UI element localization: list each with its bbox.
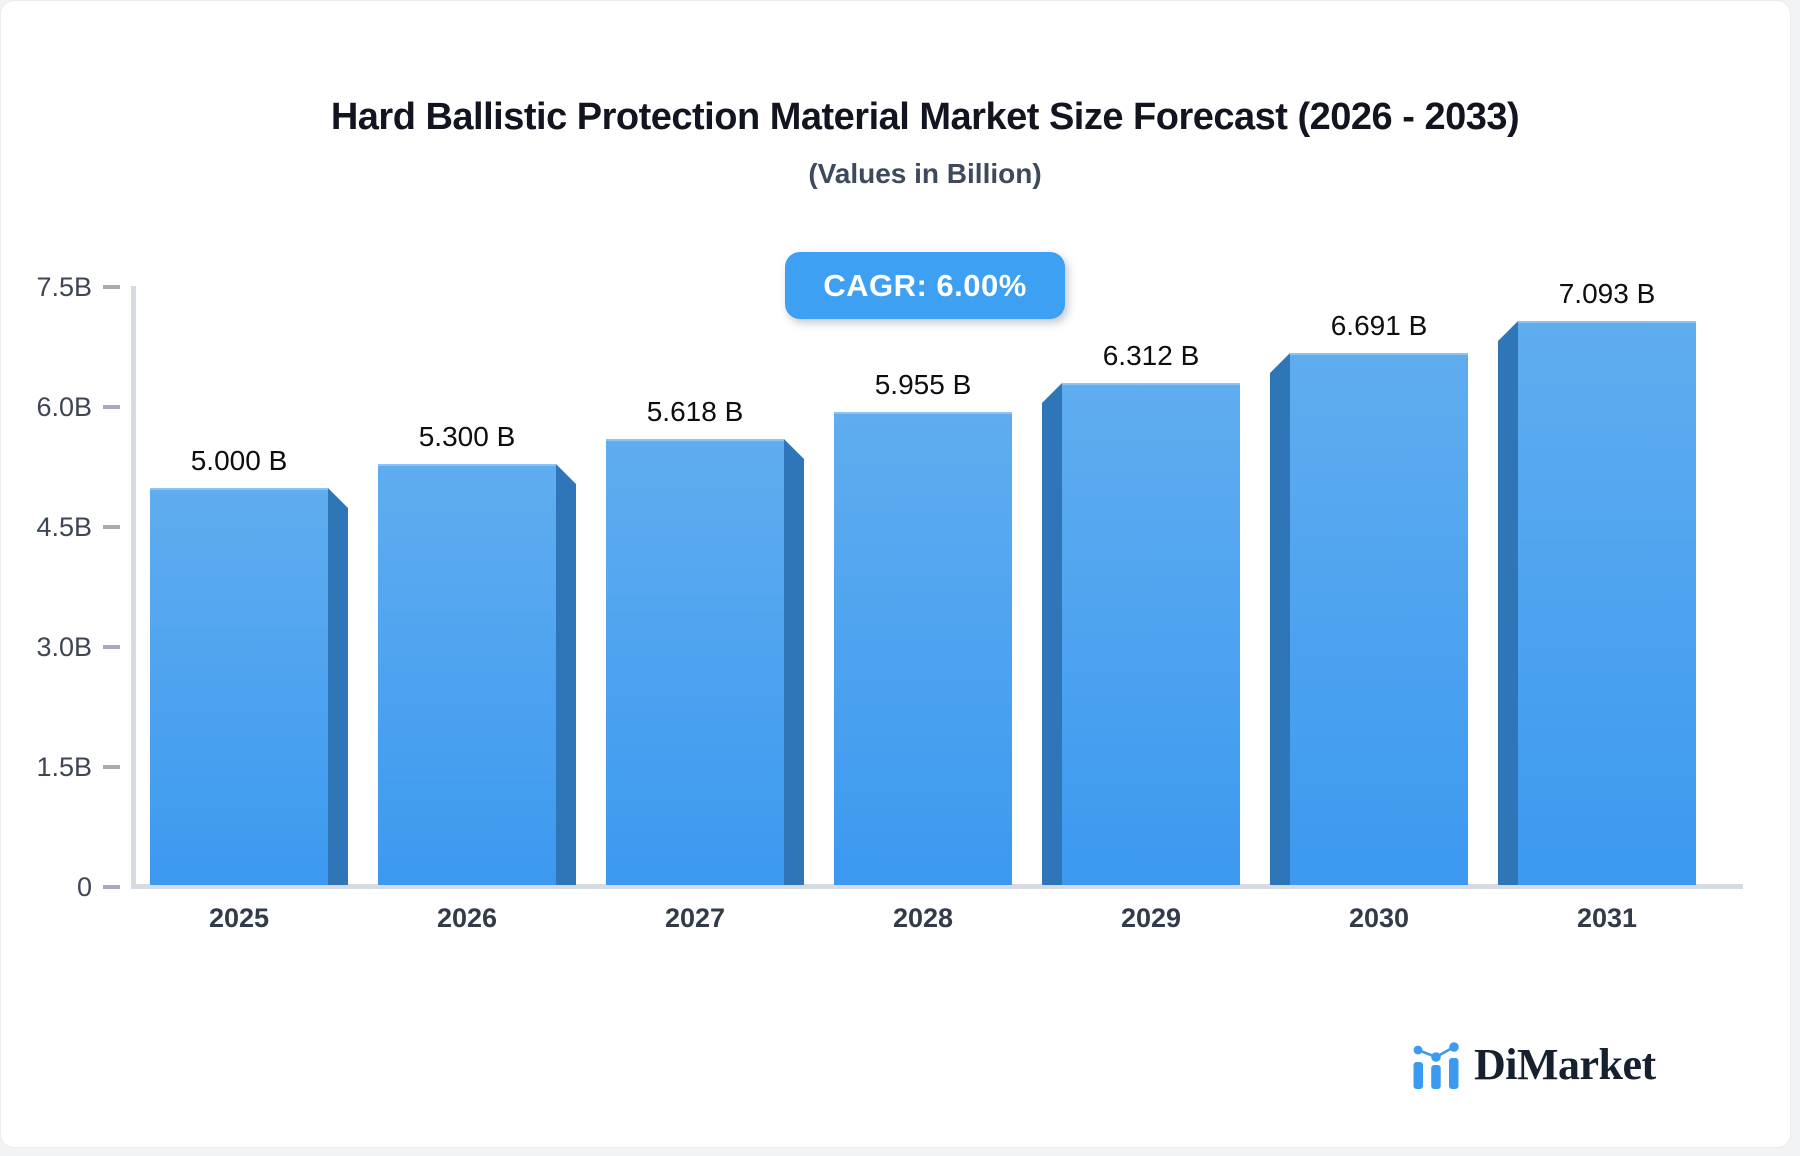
y-tick-label: 3.0B xyxy=(36,632,92,662)
y-tick-mark xyxy=(103,645,120,649)
y-tick-label: 6.0B xyxy=(36,392,92,422)
bar-2031[interactable] xyxy=(1518,321,1696,885)
bar-value-label: 6.691 B xyxy=(1330,310,1428,341)
bar-side-face xyxy=(784,439,804,885)
y-tick-label: 4.5B xyxy=(36,512,92,542)
x-axis-label: 2027 xyxy=(664,903,726,933)
y-axis-line xyxy=(131,286,136,888)
x-axis-label: 2029 xyxy=(1120,903,1182,933)
x-axis-label: 2030 xyxy=(1348,903,1410,933)
bar-value-label: 5.300 B xyxy=(418,421,516,452)
bar-side-face xyxy=(556,464,576,885)
bar-value-label: 7.093 B xyxy=(1558,278,1656,309)
x-axis-label: 2031 xyxy=(1576,903,1638,933)
bar-2029[interactable] xyxy=(1062,383,1240,885)
bar-side-face xyxy=(1498,321,1518,885)
bar-2030[interactable] xyxy=(1290,353,1468,885)
y-tick-mark xyxy=(103,525,120,529)
y-tick-mark xyxy=(103,765,120,769)
y-tick-mark xyxy=(103,405,120,409)
bar-chart-logo-icon xyxy=(1410,1040,1462,1090)
y-tick-mark xyxy=(103,285,120,289)
bar-side-face xyxy=(1270,353,1290,885)
bar-2026[interactable] xyxy=(378,464,556,885)
bar-value-label: 5.618 B xyxy=(646,396,744,427)
y-tick-label: 7.5B xyxy=(36,272,92,302)
bar-value-label: 5.000 B xyxy=(190,445,288,476)
bar-side-face xyxy=(328,488,348,885)
x-axis-label: 2026 xyxy=(436,903,498,933)
cagr-badge-label: CAGR: 6.00% xyxy=(823,267,1027,303)
bar-2025[interactable] xyxy=(150,488,328,885)
y-tick-label: 1.5B xyxy=(36,752,92,782)
cagr-badge: CAGR: 6.00% xyxy=(785,252,1065,319)
bar-2028[interactable] xyxy=(834,412,1012,885)
x-axis-baseline xyxy=(131,884,1743,889)
bar-value-label: 6.312 B xyxy=(1102,340,1200,371)
brand-logo: DiMarket xyxy=(1410,1040,1656,1090)
bar-value-label: 5.955 B xyxy=(874,369,972,400)
bar-side-face xyxy=(1042,383,1062,885)
x-axis-label: 2028 xyxy=(892,903,954,933)
chart-subtitle: (Values in Billion) xyxy=(808,158,1042,189)
chart-title: Hard Ballistic Protection Material Marke… xyxy=(330,96,1520,138)
x-axis-label: 2025 xyxy=(208,903,270,933)
bar-2027[interactable] xyxy=(606,439,784,885)
y-tick-mark xyxy=(103,885,120,889)
y-tick-label: 0 xyxy=(76,872,92,902)
brand-name: DiMarket xyxy=(1474,1040,1656,1089)
